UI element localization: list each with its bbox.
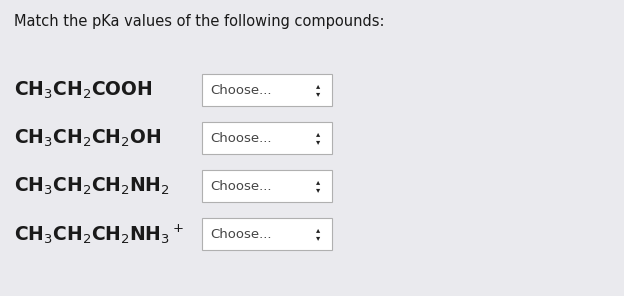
Text: Choose...: Choose... (210, 228, 271, 240)
FancyBboxPatch shape (202, 122, 332, 154)
Text: ▴: ▴ (316, 178, 320, 186)
Text: ▾: ▾ (316, 89, 320, 99)
Text: CH$_3$CH$_2$COOH: CH$_3$CH$_2$COOH (14, 79, 153, 101)
Text: Match the pKa values of the following compounds:: Match the pKa values of the following co… (14, 14, 384, 29)
Text: ▴: ▴ (316, 226, 320, 234)
Text: ▾: ▾ (316, 234, 320, 242)
Text: CH$_3$CH$_2$CH$_2$NH$_3$$^+$: CH$_3$CH$_2$CH$_2$NH$_3$$^+$ (14, 222, 184, 246)
FancyBboxPatch shape (202, 170, 332, 202)
Text: ▾: ▾ (316, 138, 320, 147)
Text: CH$_3$CH$_2$CH$_2$OH: CH$_3$CH$_2$CH$_2$OH (14, 127, 162, 149)
FancyBboxPatch shape (202, 74, 332, 106)
Text: ▴: ▴ (316, 81, 320, 91)
Text: Choose...: Choose... (210, 83, 271, 96)
FancyBboxPatch shape (202, 218, 332, 250)
Text: ▾: ▾ (316, 186, 320, 194)
Text: ▴: ▴ (316, 130, 320, 139)
Text: Choose...: Choose... (210, 131, 271, 144)
Text: CH$_3$CH$_2$CH$_2$NH$_2$: CH$_3$CH$_2$CH$_2$NH$_2$ (14, 175, 170, 197)
Text: Choose...: Choose... (210, 179, 271, 192)
